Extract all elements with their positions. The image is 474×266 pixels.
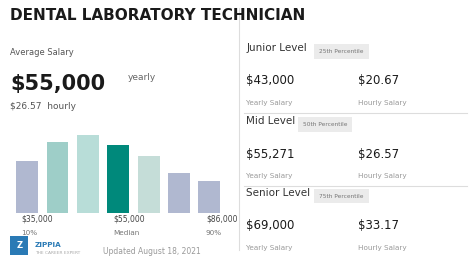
Bar <box>199 181 220 213</box>
Text: Average Salary: Average Salary <box>10 48 74 57</box>
Text: Updated August 18, 2021: Updated August 18, 2021 <box>103 247 201 256</box>
Text: Yearly Salary: Yearly Salary <box>246 245 293 251</box>
Bar <box>168 173 190 213</box>
Text: Median: Median <box>113 230 140 236</box>
Text: Hourly Salary: Hourly Salary <box>358 100 407 106</box>
Text: 90%: 90% <box>206 230 222 236</box>
Bar <box>46 142 68 213</box>
Bar <box>16 161 38 213</box>
Bar <box>138 156 160 213</box>
Text: $20.67: $20.67 <box>358 74 399 88</box>
Text: Junior Level: Junior Level <box>246 43 307 53</box>
Bar <box>77 135 99 213</box>
Text: $33.17: $33.17 <box>358 219 399 232</box>
Text: $26.57: $26.57 <box>358 148 399 161</box>
Text: 10%: 10% <box>21 230 37 236</box>
Text: Mid Level: Mid Level <box>246 116 296 126</box>
Text: Yearly Salary: Yearly Salary <box>246 100 293 106</box>
Text: $26.57  hourly: $26.57 hourly <box>10 102 76 111</box>
Text: $55,271: $55,271 <box>246 148 295 161</box>
Text: yearly: yearly <box>128 73 156 82</box>
Text: Yearly Salary: Yearly Salary <box>246 173 293 179</box>
Text: $35,000: $35,000 <box>21 214 53 223</box>
Text: ZIPPIA: ZIPPIA <box>35 242 61 248</box>
Text: DENTAL LABORATORY TECHNICIAN: DENTAL LABORATORY TECHNICIAN <box>10 8 306 23</box>
Text: THE CAREER EXPERT: THE CAREER EXPERT <box>35 251 80 255</box>
Text: Senior Level: Senior Level <box>246 188 310 198</box>
Text: Z: Z <box>17 241 22 250</box>
Text: $69,000: $69,000 <box>246 219 295 232</box>
Text: 75th Percentile: 75th Percentile <box>319 194 364 199</box>
Text: $55,000: $55,000 <box>10 74 106 94</box>
Text: Hourly Salary: Hourly Salary <box>358 245 407 251</box>
Text: $55,000: $55,000 <box>113 214 145 223</box>
Text: $43,000: $43,000 <box>246 74 295 88</box>
Bar <box>107 145 129 213</box>
Text: Hourly Salary: Hourly Salary <box>358 173 407 179</box>
Text: 50th Percentile: 50th Percentile <box>303 122 347 127</box>
Text: 25th Percentile: 25th Percentile <box>319 49 364 54</box>
Text: $86,000: $86,000 <box>206 214 237 223</box>
